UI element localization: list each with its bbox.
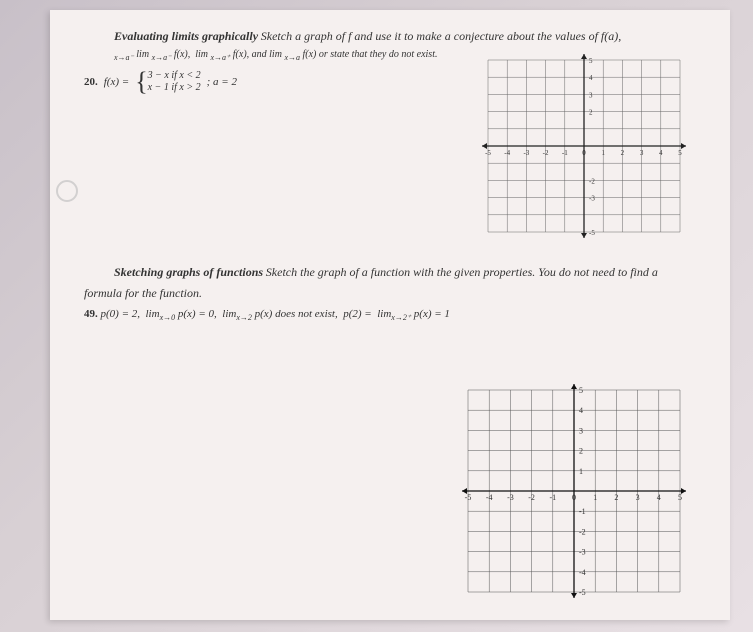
svg-text:-2: -2 — [543, 149, 549, 157]
svg-text:0: 0 — [572, 493, 576, 502]
svg-text:-4: -4 — [504, 149, 510, 157]
svg-text:5: 5 — [678, 493, 682, 502]
svg-text:-3: -3 — [523, 149, 529, 157]
svg-text:-3: -3 — [579, 548, 586, 557]
svg-text:4: 4 — [659, 149, 663, 157]
page: Evaluating limits graphically Sketch a g… — [50, 10, 730, 620]
svg-text:5: 5 — [678, 149, 682, 157]
section1-header: Evaluating limits graphically Sketch a g… — [114, 28, 686, 45]
section1-instruction: Sketch a graph of f and use it to make a… — [261, 29, 621, 43]
section2-header: Sketching graphs of functions Sketch the… — [84, 264, 706, 302]
svg-text:1: 1 — [601, 149, 605, 157]
svg-text:2: 2 — [614, 493, 618, 502]
svg-text:4: 4 — [657, 493, 661, 502]
svg-text:1: 1 — [579, 467, 583, 476]
svg-text:-1: -1 — [579, 507, 586, 516]
svg-text:-3: -3 — [589, 195, 595, 203]
svg-text:-1: -1 — [549, 493, 556, 502]
section2-instruction2: formula for the function. — [84, 286, 202, 300]
svg-text:3: 3 — [636, 493, 640, 502]
p20-piecewise: { 3 − x if x < 2 x − 1 if x > 2 — [135, 70, 200, 94]
svg-text:-5: -5 — [579, 588, 586, 597]
svg-text:-2: -2 — [589, 177, 595, 185]
brace-icon: { — [135, 72, 147, 92]
svg-text:-1: -1 — [562, 149, 568, 157]
p20-fx: f(x) = — [104, 76, 129, 88]
svg-text:-3: -3 — [507, 493, 514, 502]
grid-top-svg: -5 -4 -3 -2 -1 0 1 2 3 4 5 5 4 3 2 -2 -3 -5 — [474, 46, 694, 246]
svg-text:4: 4 — [579, 406, 583, 415]
svg-text:-5: -5 — [465, 493, 472, 502]
svg-text:-2: -2 — [579, 527, 586, 536]
svg-text:3: 3 — [640, 149, 644, 157]
svg-text:2: 2 — [579, 447, 583, 456]
svg-text:1: 1 — [593, 493, 597, 502]
section1-title: Evaluating limits graphically — [114, 29, 258, 43]
svg-text:3: 3 — [579, 426, 583, 435]
hole-punch — [56, 180, 78, 202]
svg-text:-4: -4 — [486, 493, 493, 502]
svg-text:5: 5 — [579, 386, 583, 395]
svg-text:2: 2 — [589, 109, 593, 117]
svg-text:-2: -2 — [528, 493, 535, 502]
p49-body: p(0) = 2, limx→0 p(x) = 0, limx→2 p(x) d… — [101, 308, 450, 320]
p20-case1: 3 − x if x < 2 — [148, 70, 201, 81]
grid-top: -5 -4 -3 -2 -1 0 1 2 3 4 5 5 4 3 2 -2 -3 -5 — [474, 46, 694, 246]
section2-title: Sketching graphs of functions — [114, 265, 263, 279]
p20-case2: x − 1 if x > 2 — [148, 82, 201, 93]
p20-number: 20. — [84, 76, 98, 88]
p20-cases: 3 − x if x < 2 x − 1 if x > 2 — [148, 70, 201, 94]
svg-text:-4: -4 — [579, 568, 586, 577]
section2-instruction: Sketch the graph of a function with the … — [266, 265, 658, 279]
svg-text:2: 2 — [621, 149, 625, 157]
svg-text:3: 3 — [589, 91, 593, 99]
svg-text:0: 0 — [582, 149, 586, 157]
svg-text:5: 5 — [589, 57, 593, 65]
svg-text:4: 4 — [589, 74, 593, 82]
grid-bottom: -5-4-3-2-101234554321-1-2-3-4-5 — [454, 376, 694, 606]
lim-left-sub: x→a⁻ — [114, 53, 134, 62]
p49-number: 49. — [84, 308, 98, 320]
svg-text:-5: -5 — [589, 229, 595, 237]
p20-tail: ; a = 2 — [207, 76, 237, 88]
grid-bot-svg: -5-4-3-2-101234554321-1-2-3-4-5 — [454, 376, 694, 606]
svg-text:-5: -5 — [485, 149, 491, 157]
problem-49: 49. p(0) = 2, limx→0 p(x) = 0, limx→2 p(… — [84, 308, 706, 322]
